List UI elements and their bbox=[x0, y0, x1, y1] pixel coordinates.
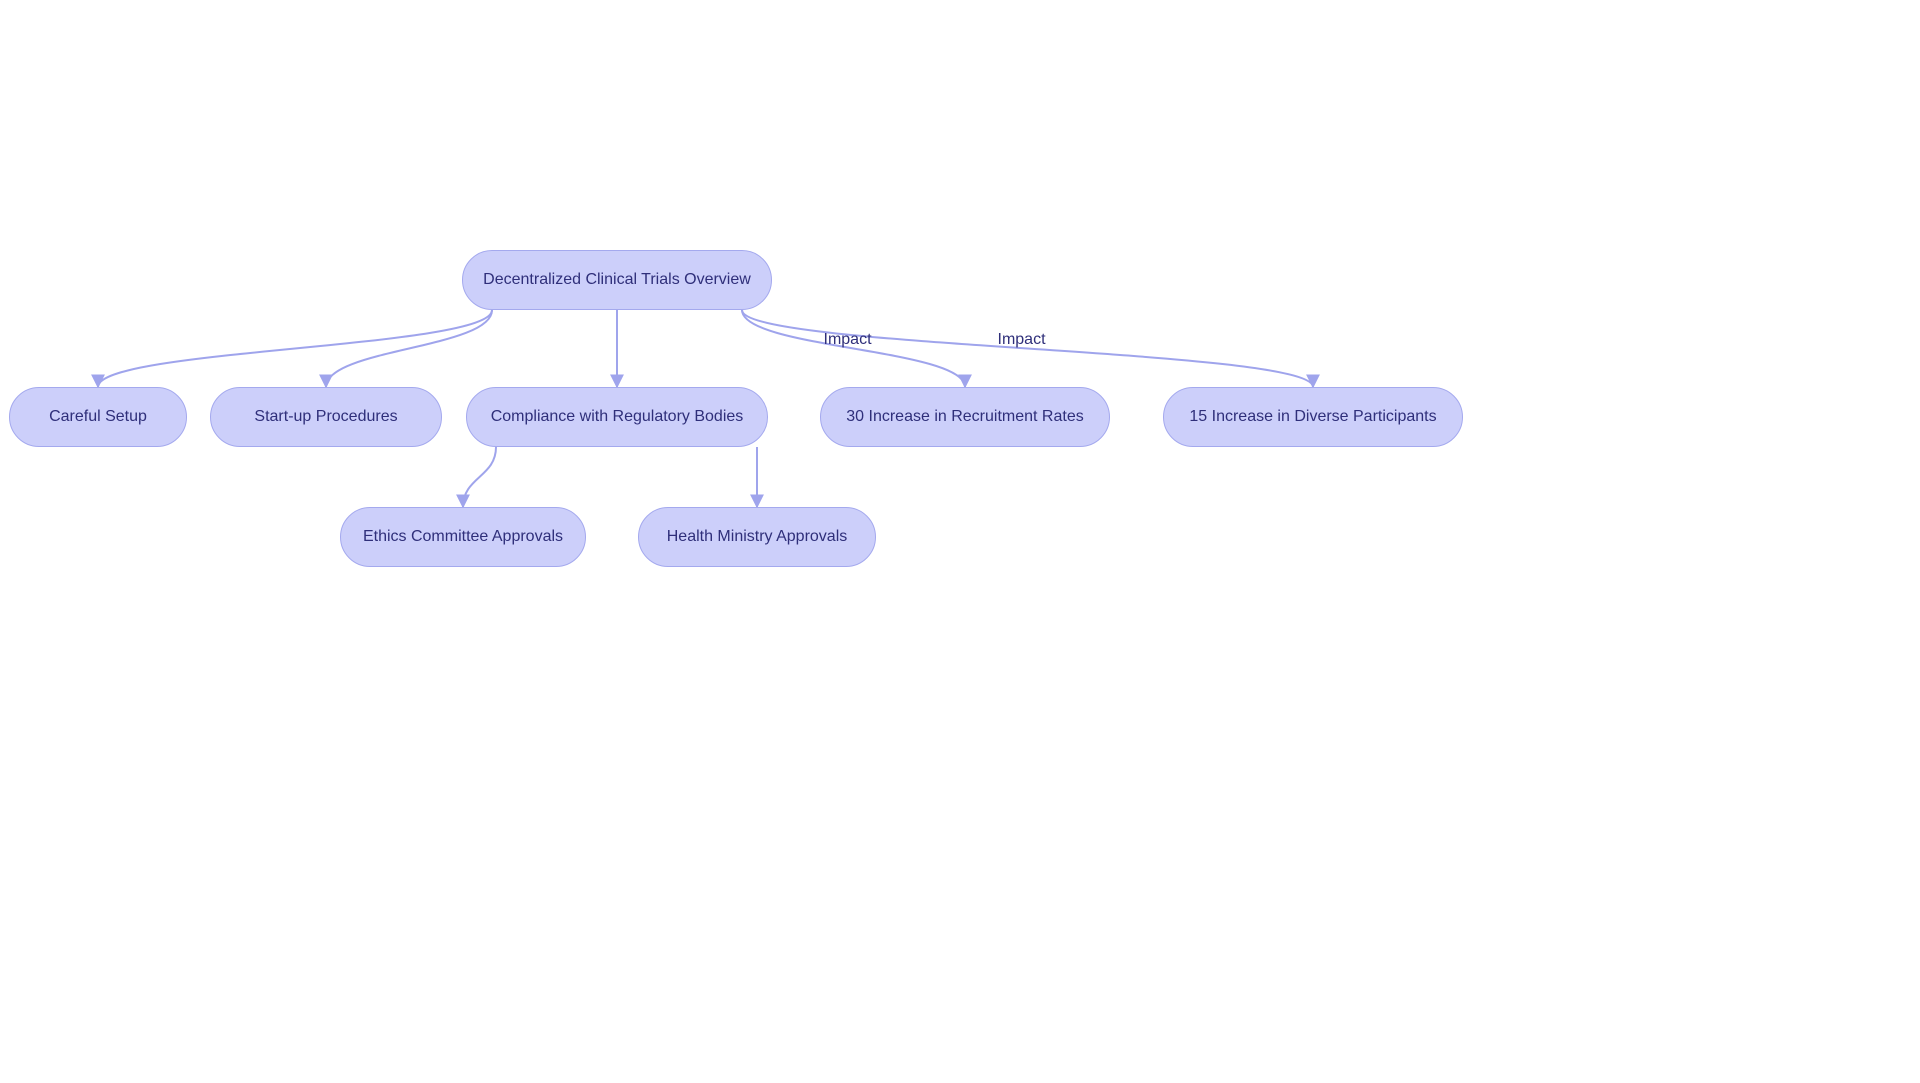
node-label: Ethics Committee Approvals bbox=[363, 528, 563, 546]
node-recruit: 30 Increase in Recruitment Rates bbox=[820, 387, 1110, 447]
edge-comp-ethics bbox=[463, 447, 496, 507]
node-label: Compliance with Regulatory Bodies bbox=[491, 408, 744, 426]
node-health: Health Ministry Approvals bbox=[638, 507, 876, 567]
edge-root-startup bbox=[326, 310, 492, 387]
node-label: Decentralized Clinical Trials Overview bbox=[483, 271, 751, 289]
node-label: Health Ministry Approvals bbox=[667, 528, 848, 546]
edge-label-root-recruit: Impact bbox=[824, 331, 872, 349]
edge-root-recruit bbox=[742, 310, 965, 387]
node-diverse: 15 Increase in Diverse Participants bbox=[1163, 387, 1463, 447]
node-comp: Compliance with Regulatory Bodies bbox=[466, 387, 768, 447]
node-startup: Start-up Procedures bbox=[210, 387, 442, 447]
node-ethics: Ethics Committee Approvals bbox=[340, 507, 586, 567]
edge-root-diverse bbox=[742, 310, 1313, 387]
node-label: 15 Increase in Diverse Participants bbox=[1189, 408, 1436, 426]
node-label: 30 Increase in Recruitment Rates bbox=[846, 408, 1083, 426]
node-setup: Careful Setup bbox=[9, 387, 187, 447]
edge-root-setup bbox=[98, 310, 492, 387]
diagram-canvas: Decentralized Clinical Trials Overview Ca… bbox=[0, 0, 1920, 1083]
node-root: Decentralized Clinical Trials Overview bbox=[462, 250, 772, 310]
node-label: Careful Setup bbox=[49, 408, 147, 426]
edge-label-root-diverse: Impact bbox=[998, 331, 1046, 349]
node-label: Start-up Procedures bbox=[254, 408, 397, 426]
edges-layer bbox=[0, 0, 1920, 1083]
